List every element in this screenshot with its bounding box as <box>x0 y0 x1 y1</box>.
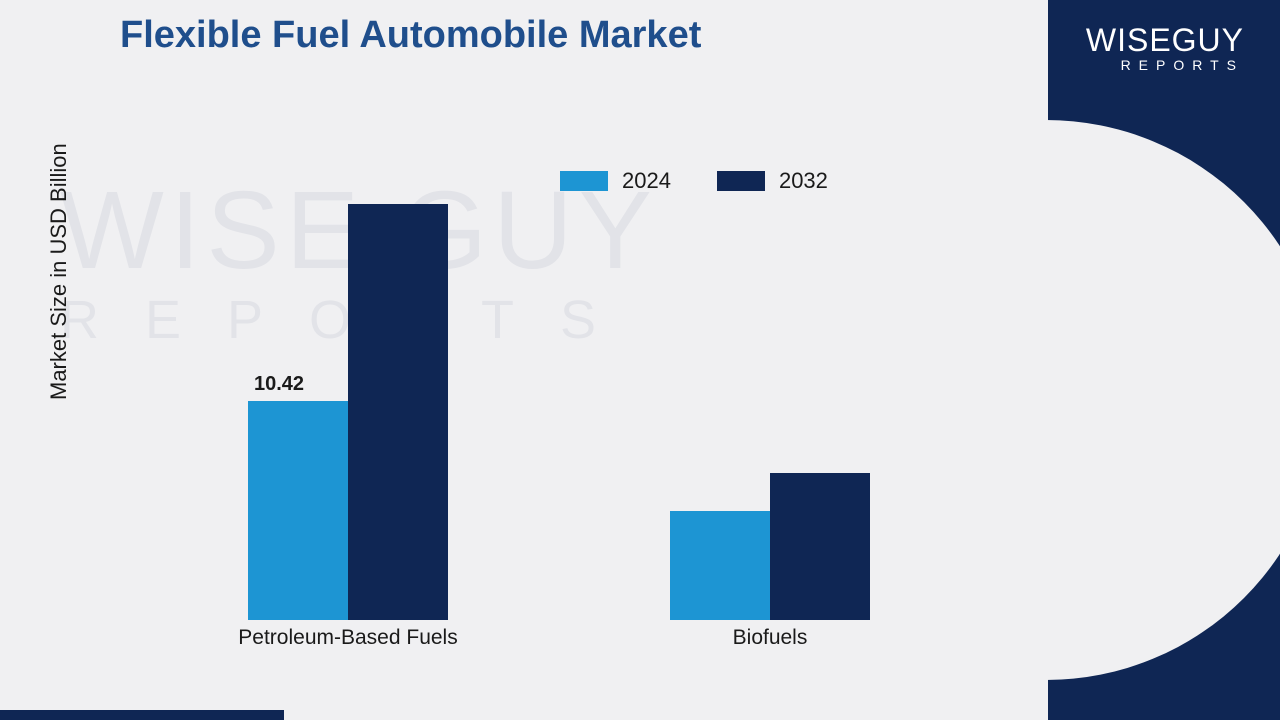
legend-item-0: 2024 <box>560 168 671 194</box>
x-label-0: Petroleum-Based Fuels <box>238 626 458 650</box>
bar-1-1 <box>770 473 870 620</box>
brand-main: WISEGUY <box>1086 22 1244 59</box>
x-label-1: Biofuels <box>660 626 880 650</box>
bottom-accent <box>0 710 284 720</box>
legend-swatch-1 <box>717 171 765 191</box>
chart-title: Flexible Fuel Automobile Market <box>120 14 701 57</box>
legend-item-1: 2032 <box>717 168 828 194</box>
plot-area <box>100 200 920 620</box>
brand-sub: REPORTS <box>1086 57 1244 73</box>
bar-0-0 <box>248 401 348 620</box>
bar-1-0 <box>670 511 770 620</box>
chart-canvas: WISE GUY REPORTS WISEGUY REPORTS Flexibl… <box>0 0 1280 720</box>
value-label-0-0: 10.42 <box>254 373 304 396</box>
y-axis-label: Market Size in USD Billion <box>46 143 72 400</box>
bar-0-1 <box>348 204 448 620</box>
legend: 2024 2032 <box>560 168 828 194</box>
legend-swatch-0 <box>560 171 608 191</box>
brand-logo: WISEGUY REPORTS <box>1086 22 1244 73</box>
legend-label-1: 2032 <box>779 168 828 194</box>
legend-label-0: 2024 <box>622 168 671 194</box>
